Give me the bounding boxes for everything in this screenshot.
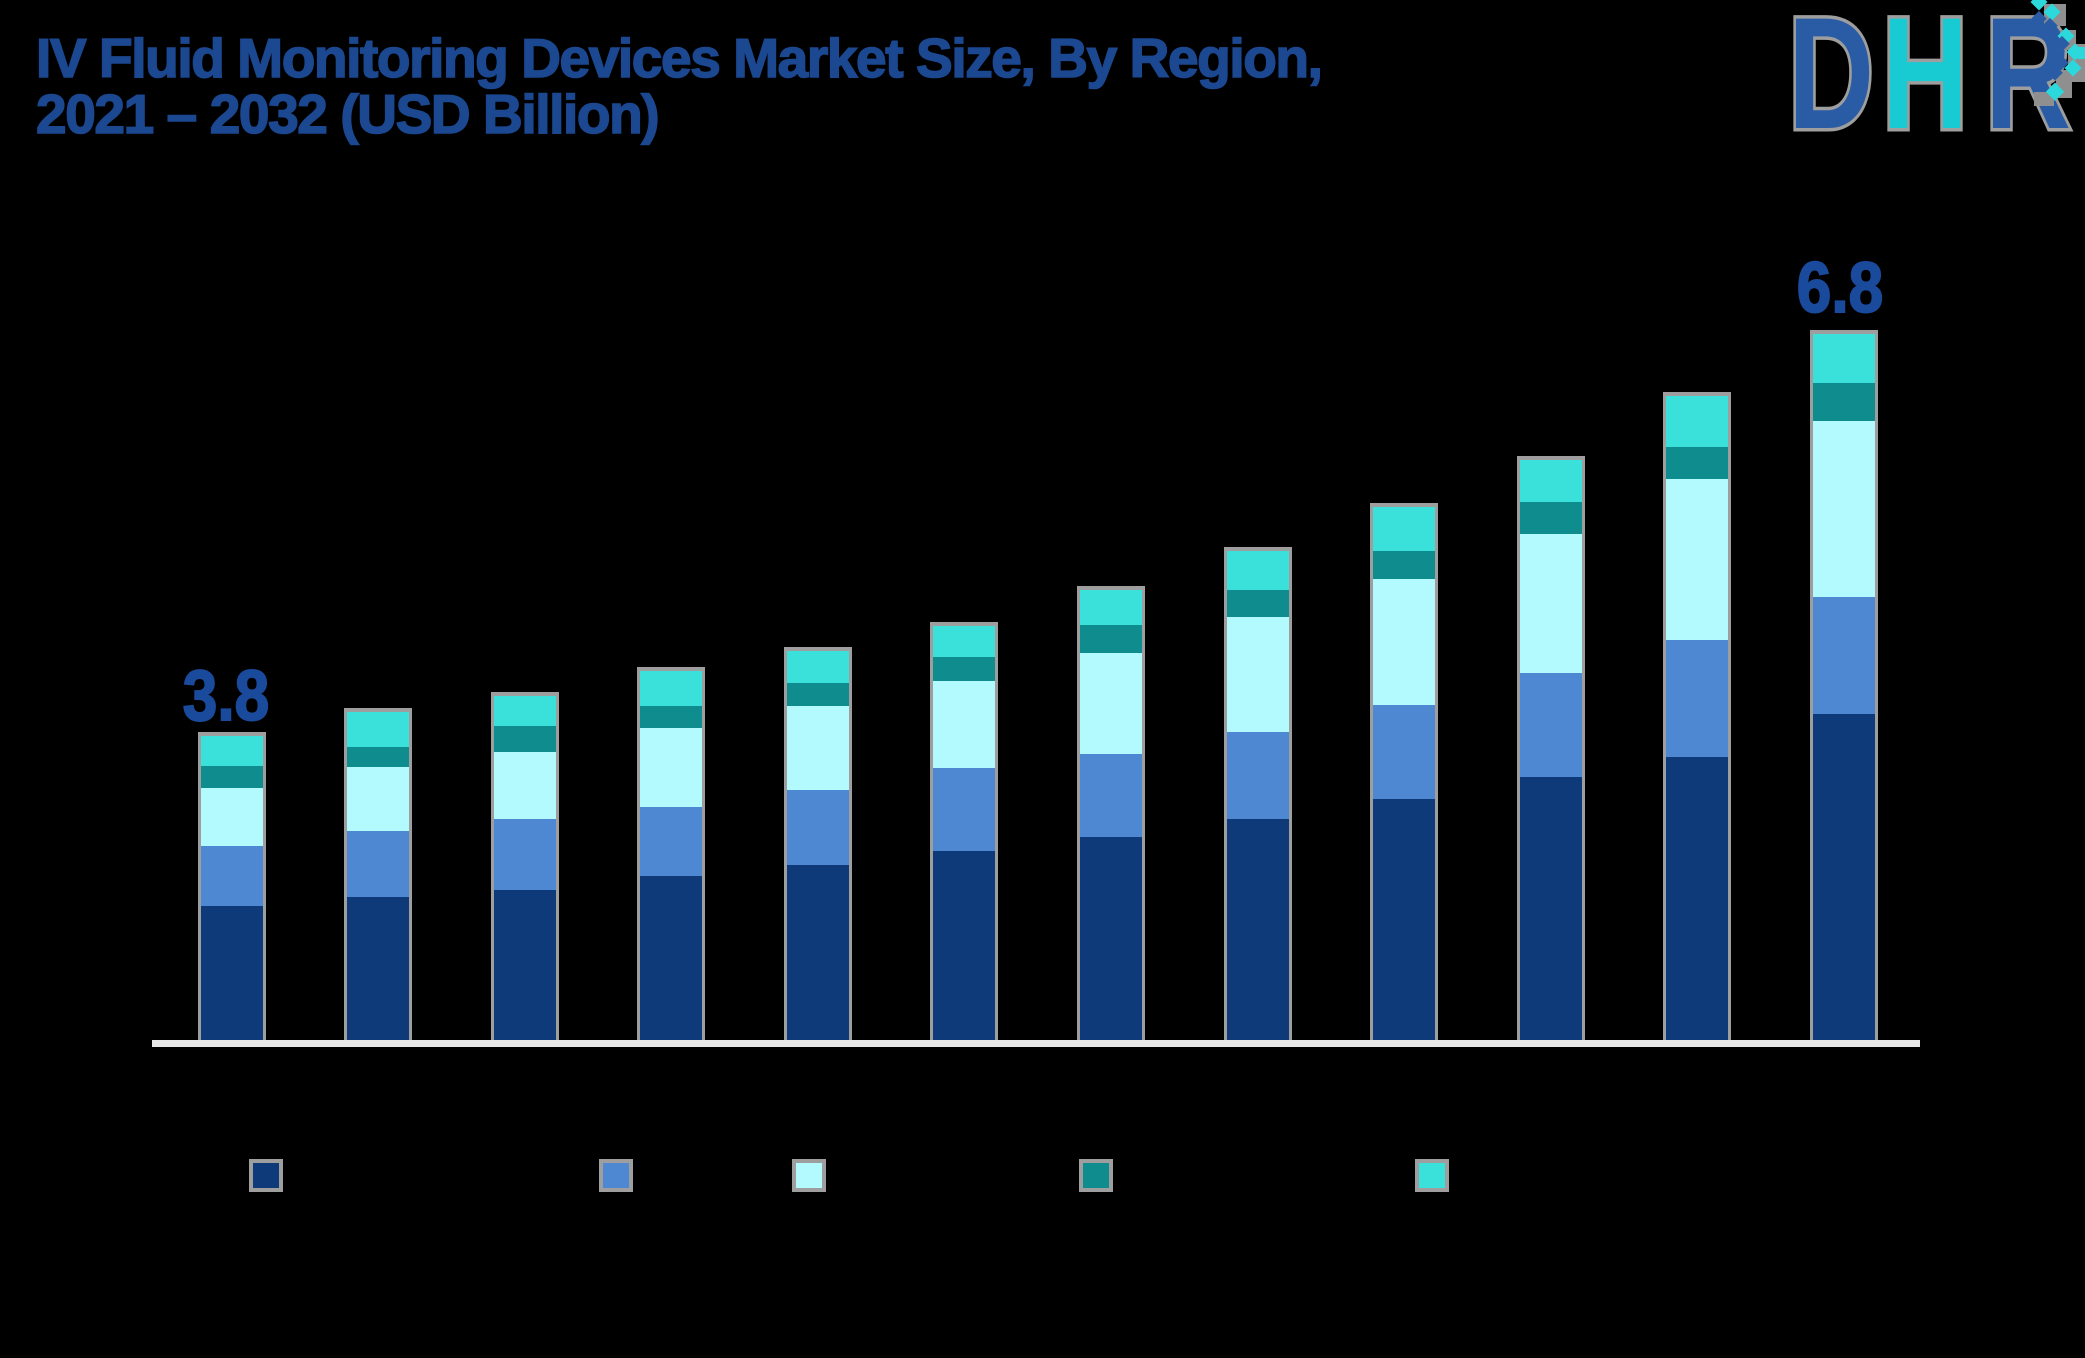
svg-text:H: H — [1882, 0, 1968, 145]
svg-text:D: D — [1788, 0, 1874, 145]
